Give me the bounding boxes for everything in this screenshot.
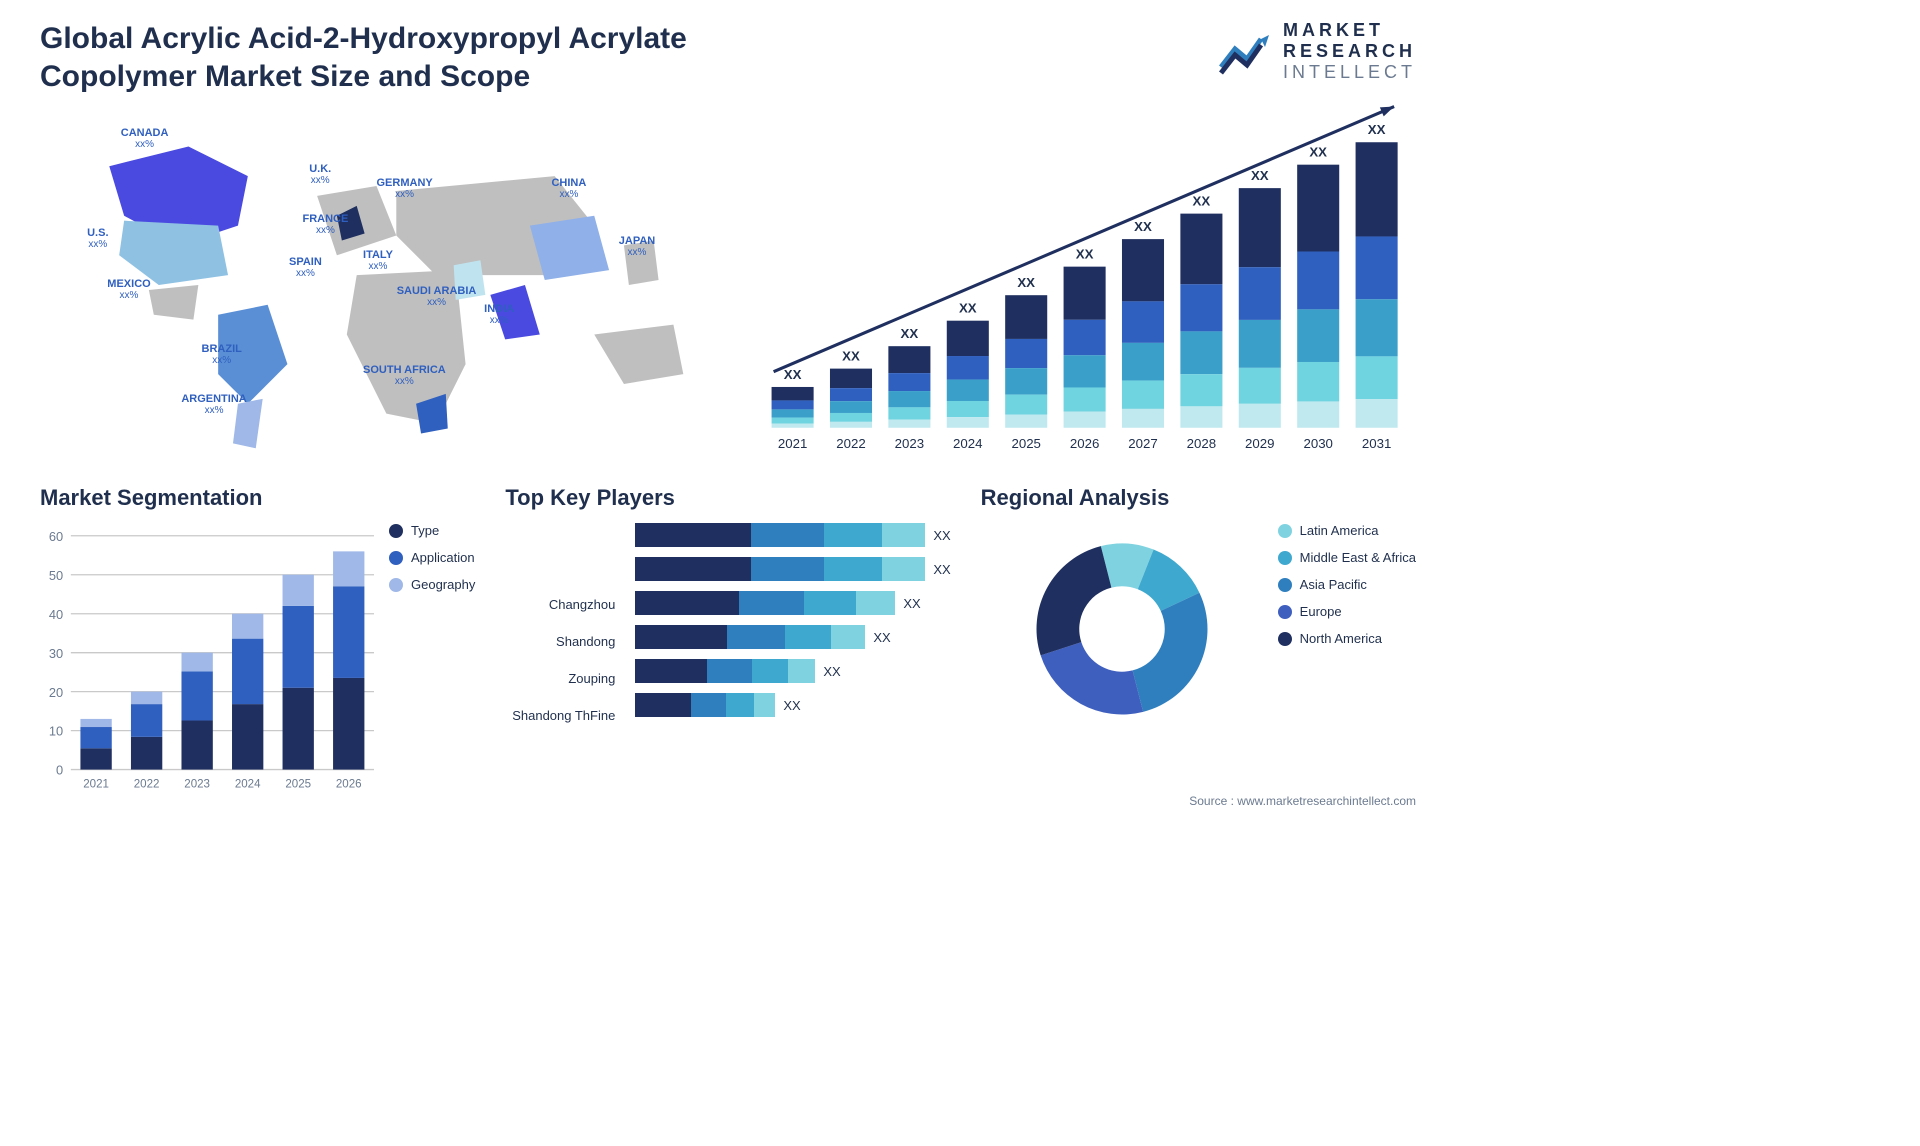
segmentation-chart: 0 10 20 30 40 50 60 2021 2022 2023 2024 2025 2026 [40,523,374,798]
players-labels: Changzhou Shandong Zouping Shandong ThFine [505,523,615,736]
svg-text:2022: 2022 [836,436,865,451]
regional-legend: Latin America Middle East & Africa Asia Pa… [1278,523,1416,735]
svg-text:2026: 2026 [336,779,362,791]
legend-item: Type [389,523,475,538]
legend-item: North America [1278,631,1416,646]
player-row: XX [635,557,950,581]
map-label: INDIAxx% [484,303,514,326]
svg-text:10: 10 [49,724,63,739]
svg-text:2023: 2023 [895,436,924,451]
players-panel: Top Key Players Changzhou Shandong Zouping… [505,485,950,735]
svg-text:50: 50 [49,568,63,583]
page-title: Global Acrylic Acid-2-Hydroxypropyl Acry… [40,20,840,95]
svg-text:XX: XX [1368,122,1386,137]
segmentation-title: Market Segmentation [40,485,475,511]
map-label: CHINAxx% [551,177,586,200]
growth-chart: XX XX XX XX XX XX XX XX XX XX XX 2021 2022 2023 2024 2… [743,105,1416,465]
players-title: Top Key Players [505,485,950,511]
map-label: U.S.xx% [87,227,108,250]
map-label: MEXICOxx% [107,278,150,301]
source-label: Source : www.marketresearchintellect.com [1189,794,1416,808]
regional-donut [1027,534,1217,724]
svg-text:2024: 2024 [953,436,982,451]
player-row: XX [635,693,950,717]
svg-text:2021: 2021 [83,779,109,791]
svg-text:40: 40 [49,607,63,622]
svg-text:XX: XX [1076,246,1094,261]
map-label: CANADAxx% [121,127,169,150]
player-row: XX [635,625,950,649]
svg-text:2022: 2022 [134,779,160,791]
map-label: SAUDI ARABIAxx% [397,285,477,308]
map-label: U.K.xx% [309,163,331,186]
map-label: SPAINxx% [289,256,322,279]
player-row: XX [635,523,950,547]
player-label: Shandong ThFine [505,708,615,732]
map-label: ITALYxx% [363,249,393,272]
world-map-panel: CANADAxx% U.S.xx% MEXICOxx% BRAZILxx% ARGENT… [40,105,713,465]
svg-text:2023: 2023 [184,779,210,791]
svg-text:30: 30 [49,646,63,661]
logo: MARKET RESEARCH INTELLECT [1217,20,1416,83]
map-label: ARGENTINAxx% [181,393,246,416]
logo-icon [1217,29,1273,75]
svg-text:20: 20 [49,685,63,700]
growth-chart-panel: XX XX XX XX XX XX XX XX XX XX XX 2021 2022 2023 2024 2… [743,105,1416,465]
map-label: GERMANYxx% [377,177,433,200]
svg-text:2029: 2029 [1245,436,1274,451]
svg-text:2027: 2027 [1128,436,1157,451]
map-label: BRAZILxx% [202,343,242,366]
svg-text:2024: 2024 [235,779,261,791]
legend-item: Geography [389,577,475,592]
legend-item: Europe [1278,604,1416,619]
legend-item: Application [389,550,475,565]
svg-text:XX: XX [1134,219,1152,234]
legend-item: Asia Pacific [1278,577,1416,592]
svg-text:2028: 2028 [1187,436,1216,451]
svg-text:2021: 2021 [778,436,807,451]
player-label [505,523,615,547]
svg-text:2025: 2025 [285,779,311,791]
map-label: FRANCExx% [302,213,348,236]
player-label: Zouping [505,671,615,695]
segmentation-legend: Type Application Geography [389,523,475,798]
svg-text:2025: 2025 [1011,436,1040,451]
legend-item: Latin America [1278,523,1416,538]
player-label: Changzhou [505,597,615,621]
svg-text:XX: XX [1017,275,1035,290]
svg-text:60: 60 [49,529,63,544]
player-label [505,560,615,584]
svg-text:XX: XX [1309,145,1327,160]
svg-text:XX: XX [842,348,860,363]
svg-text:XX: XX [784,367,802,382]
player-row: XX [635,591,950,615]
svg-text:XX: XX [901,326,919,341]
svg-text:XX: XX [1251,168,1269,183]
legend-item: Middle East & Africa [1278,550,1416,565]
svg-text:XX: XX [959,301,977,316]
svg-text:XX: XX [1193,193,1211,208]
segmentation-panel: Market Segmentation 0102030405060 202120… [40,485,475,735]
logo-line1: MARKET [1283,20,1416,41]
map-label: SOUTH AFRICAxx% [363,364,446,387]
regional-panel: Regional Analysis Latin America Middle Ea… [981,485,1416,735]
player-label: Shandong [505,634,615,658]
regional-title: Regional Analysis [981,485,1416,511]
svg-text:2030: 2030 [1303,436,1332,451]
svg-text:0: 0 [56,763,63,778]
players-bars: XX XX XX XX XX XX [635,523,950,736]
svg-text:2026: 2026 [1070,436,1099,451]
map-label: JAPANxx% [619,235,655,258]
player-row: XX [635,659,950,683]
logo-line2: RESEARCH [1283,41,1416,62]
logo-line3: INTELLECT [1283,62,1416,83]
svg-text:2031: 2031 [1362,436,1391,451]
